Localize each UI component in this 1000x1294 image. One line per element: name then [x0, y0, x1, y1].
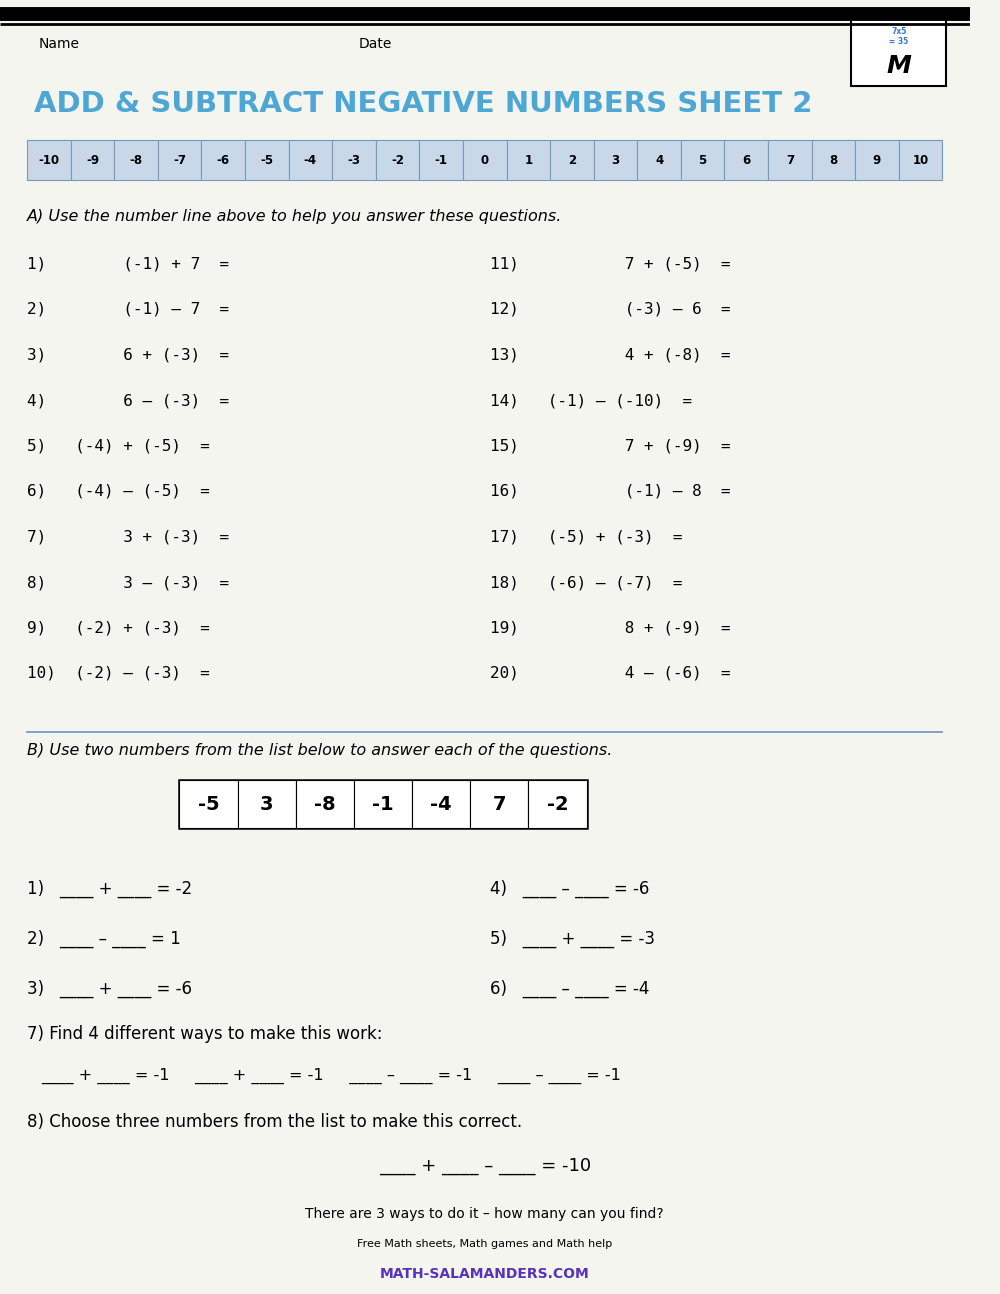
- Text: 10: 10: [912, 154, 929, 167]
- Text: 7x5: 7x5: [891, 27, 906, 36]
- Text: 8: 8: [829, 154, 838, 167]
- Text: 15)           7 + (-9)  =: 15) 7 + (-9) =: [490, 439, 730, 453]
- Text: 7: 7: [786, 154, 794, 167]
- Text: 9)   (-2) + (-3)  =: 9) (-2) + (-3) =: [27, 621, 210, 635]
- Text: 5)   ____ + ____ = -3: 5) ____ + ____ = -3: [490, 930, 655, 949]
- Text: 18)   (-6) – (-7)  =: 18) (-6) – (-7) =: [490, 575, 682, 590]
- Text: 10)  (-2) – (-3)  =: 10) (-2) – (-3) =: [27, 666, 210, 681]
- Text: Date: Date: [359, 38, 392, 50]
- Text: -1: -1: [372, 795, 394, 814]
- Text: 1: 1: [524, 154, 532, 167]
- Text: 5)   (-4) + (-5)  =: 5) (-4) + (-5) =: [27, 439, 210, 453]
- Text: 7) Find 4 different ways to make this work:: 7) Find 4 different ways to make this wo…: [27, 1025, 383, 1043]
- Bar: [637, 140, 681, 180]
- Bar: [296, 780, 354, 828]
- Text: 9: 9: [873, 154, 881, 167]
- Text: -1: -1: [435, 154, 448, 167]
- Text: Name: Name: [39, 38, 80, 50]
- Text: 20)           4 – (-6)  =: 20) 4 – (-6) =: [490, 666, 730, 681]
- Text: 5: 5: [699, 154, 707, 167]
- Bar: [724, 140, 768, 180]
- Text: 14)   (-1) – (-10)  =: 14) (-1) – (-10) =: [490, 393, 692, 408]
- Text: -8: -8: [130, 154, 143, 167]
- Bar: [507, 140, 550, 180]
- Text: 1)   ____ + ____ = -2: 1) ____ + ____ = -2: [27, 880, 192, 898]
- Text: ____ + ____ – ____ = -10: ____ + ____ – ____ = -10: [379, 1157, 591, 1175]
- Text: 6)   (-4) – (-5)  =: 6) (-4) – (-5) =: [27, 484, 210, 499]
- Text: A) Use the number line above to help you answer these questions.: A) Use the number line above to help you…: [27, 208, 563, 224]
- Bar: [812, 140, 855, 180]
- Text: -8: -8: [314, 795, 336, 814]
- Bar: [470, 780, 528, 828]
- Bar: [768, 140, 812, 180]
- Text: 2)   ____ – ____ = 1: 2) ____ – ____ = 1: [27, 930, 181, 949]
- Text: 11)           7 + (-5)  =: 11) 7 + (-5) =: [490, 256, 730, 272]
- Text: -5: -5: [198, 795, 219, 814]
- Bar: [899, 140, 942, 180]
- Text: 2)        (-1) – 7  =: 2) (-1) – 7 =: [27, 302, 229, 317]
- Text: -7: -7: [173, 154, 186, 167]
- Text: B) Use two numbers from the list below to answer each of the questions.: B) Use two numbers from the list below t…: [27, 743, 613, 757]
- Bar: [412, 780, 470, 828]
- Text: Free Math sheets, Math games and Math help: Free Math sheets, Math games and Math he…: [357, 1238, 612, 1249]
- Bar: [201, 140, 245, 180]
- Bar: [332, 140, 376, 180]
- Bar: [179, 780, 238, 828]
- Bar: [550, 140, 594, 180]
- Bar: [158, 140, 201, 180]
- Bar: [681, 140, 724, 180]
- Text: 3: 3: [611, 154, 620, 167]
- Text: 8)        3 – (-3)  =: 8) 3 – (-3) =: [27, 575, 229, 590]
- Text: -4: -4: [430, 795, 452, 814]
- Text: -5: -5: [260, 154, 273, 167]
- Bar: [114, 140, 158, 180]
- Text: -3: -3: [348, 154, 361, 167]
- Text: There are 3 ways to do it – how many can you find?: There are 3 ways to do it – how many can…: [305, 1207, 664, 1222]
- Text: -10: -10: [38, 154, 59, 167]
- Bar: [289, 140, 332, 180]
- Bar: [71, 140, 114, 180]
- Text: 12)           (-3) – 6  =: 12) (-3) – 6 =: [490, 302, 730, 317]
- Text: = 35: = 35: [889, 38, 908, 47]
- Text: 1)        (-1) + 7  =: 1) (-1) + 7 =: [27, 256, 229, 272]
- Bar: [179, 780, 587, 828]
- Bar: [376, 140, 419, 180]
- Text: 13)           4 + (-8)  =: 13) 4 + (-8) =: [490, 348, 730, 362]
- Text: 7)        3 + (-3)  =: 7) 3 + (-3) =: [27, 529, 229, 545]
- Text: 6)   ____ – ____ = -4: 6) ____ – ____ = -4: [490, 980, 649, 998]
- Bar: [354, 780, 412, 828]
- Bar: [238, 780, 296, 828]
- Bar: [463, 140, 507, 180]
- Text: 4)   ____ – ____ = -6: 4) ____ – ____ = -6: [490, 880, 649, 898]
- Text: 16)           (-1) – 8  =: 16) (-1) – 8 =: [490, 484, 730, 499]
- Bar: [851, 10, 946, 85]
- Text: M: M: [886, 54, 911, 78]
- Bar: [594, 140, 637, 180]
- Text: ADD & SUBTRACT NEGATIVE NUMBERS SHEET 2: ADD & SUBTRACT NEGATIVE NUMBERS SHEET 2: [34, 91, 812, 118]
- Text: 6: 6: [742, 154, 750, 167]
- Text: ____ + ____ = -1     ____ + ____ = -1     ____ – ____ = -1     ____ – ____ = -1: ____ + ____ = -1 ____ + ____ = -1 ____ –…: [41, 1068, 621, 1084]
- Text: 3: 3: [260, 795, 273, 814]
- Text: 19)           8 + (-9)  =: 19) 8 + (-9) =: [490, 621, 730, 635]
- Text: 3)   ____ + ____ = -6: 3) ____ + ____ = -6: [27, 980, 192, 998]
- Text: 4)        6 – (-3)  =: 4) 6 – (-3) =: [27, 393, 229, 408]
- Text: 4: 4: [655, 154, 663, 167]
- Text: 0: 0: [481, 154, 489, 167]
- Text: -9: -9: [86, 154, 99, 167]
- Text: 3)        6 + (-3)  =: 3) 6 + (-3) =: [27, 348, 229, 362]
- Bar: [245, 140, 289, 180]
- Bar: [419, 140, 463, 180]
- Text: 2: 2: [568, 154, 576, 167]
- Text: -6: -6: [217, 154, 230, 167]
- Bar: [528, 780, 587, 828]
- Bar: [855, 140, 899, 180]
- Text: -2: -2: [391, 154, 404, 167]
- Text: MATH-SALAMANDERS.COM: MATH-SALAMANDERS.COM: [380, 1267, 590, 1281]
- Text: 8) Choose three numbers from the list to make this correct.: 8) Choose three numbers from the list to…: [27, 1113, 522, 1131]
- Text: -2: -2: [547, 795, 568, 814]
- Bar: [27, 140, 71, 180]
- Text: -4: -4: [304, 154, 317, 167]
- Text: 17)   (-5) + (-3)  =: 17) (-5) + (-3) =: [490, 529, 682, 545]
- Text: 7: 7: [493, 795, 506, 814]
